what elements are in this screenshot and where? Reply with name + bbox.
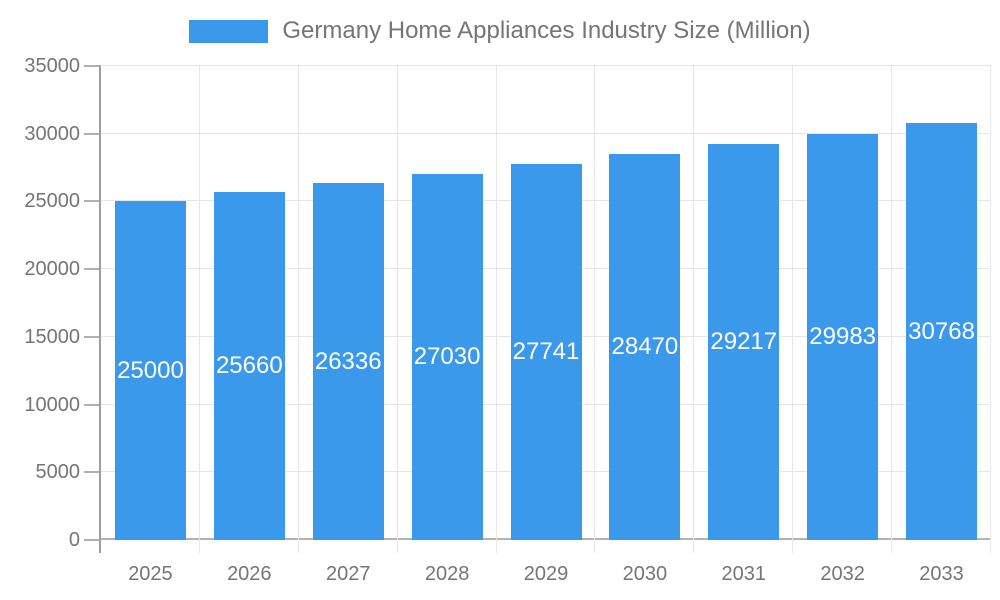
bar-value-label: 25000	[117, 356, 184, 384]
y-axis-line	[99, 66, 101, 553]
y-axis-label: 20000	[24, 258, 80, 281]
bar-value-label: 28470	[611, 333, 679, 361]
bar-2026[interactable]: 25660	[213, 192, 285, 540]
x-gridline	[693, 66, 695, 553]
x-gridline	[792, 66, 794, 553]
bar-2025[interactable]: 25000	[114, 201, 186, 540]
bar-2028[interactable]: 27030	[411, 173, 483, 540]
x-axis-label: 2025	[128, 563, 173, 585]
x-gridline	[297, 66, 299, 553]
bar-2029[interactable]: 27741	[510, 164, 582, 540]
bar-value-label: 25660	[215, 352, 283, 380]
x-axis-label: 2033	[919, 563, 964, 585]
y-axis-label: 25000	[24, 190, 80, 213]
chart-title: Germany Home Appliances Industry Size (M…	[282, 17, 811, 44]
x-gridline	[198, 66, 200, 553]
x-gridline	[594, 66, 596, 553]
x-axis-label: 2028	[424, 563, 470, 585]
y-axis-label: 0	[68, 529, 80, 551]
y-axis-tick	[84, 132, 101, 135]
y-axis-tick	[84, 200, 101, 203]
x-gridline	[990, 66, 991, 553]
bar-2030[interactable]: 28470	[609, 154, 681, 540]
x-gridline	[495, 66, 497, 553]
y-gridline	[101, 65, 991, 66]
bar-2033[interactable]: 30768	[906, 123, 978, 540]
y-axis-tick	[84, 539, 101, 541]
y-axis-label: 10000	[24, 393, 80, 416]
y-gridline	[101, 132, 991, 134]
y-axis-tick	[84, 471, 101, 474]
x-axis-label: 2026	[227, 563, 272, 585]
x-axis-label: 2029	[523, 563, 569, 585]
bar-value-label: 30768	[908, 317, 975, 345]
legend-color-swatch	[189, 19, 269, 43]
bar-value-label: 29217	[710, 328, 778, 356]
bar-value-label: 27030	[413, 342, 481, 370]
x-axis-label: 2030	[622, 563, 668, 585]
y-axis-tick	[84, 268, 101, 271]
bar-2032[interactable]: 29983	[807, 133, 879, 540]
y-axis-tick	[84, 335, 101, 338]
bar-value-label: 29983	[809, 322, 877, 350]
x-axis-label: 2031	[721, 563, 767, 585]
y-axis-tick	[84, 403, 101, 406]
y-axis-label: 30000	[24, 122, 80, 145]
y-axis-tick	[84, 65, 101, 67]
x-axis-label: 2032	[820, 563, 865, 585]
bar-2027[interactable]: 26336	[312, 183, 384, 540]
chart-legend: Germany Home Appliances Industry Size (M…	[0, 18, 1000, 44]
x-gridline	[396, 66, 398, 553]
x-axis-label: 2027	[325, 563, 371, 585]
y-axis-label: 35000	[24, 55, 80, 77]
y-axis-label: 15000	[24, 325, 80, 348]
x-gridline	[891, 66, 893, 553]
bar-2031[interactable]: 29217	[708, 144, 780, 540]
bar-value-label: 26336	[314, 347, 382, 375]
y-axis-label: 5000	[35, 461, 81, 484]
bar-value-label: 27741	[512, 338, 580, 366]
